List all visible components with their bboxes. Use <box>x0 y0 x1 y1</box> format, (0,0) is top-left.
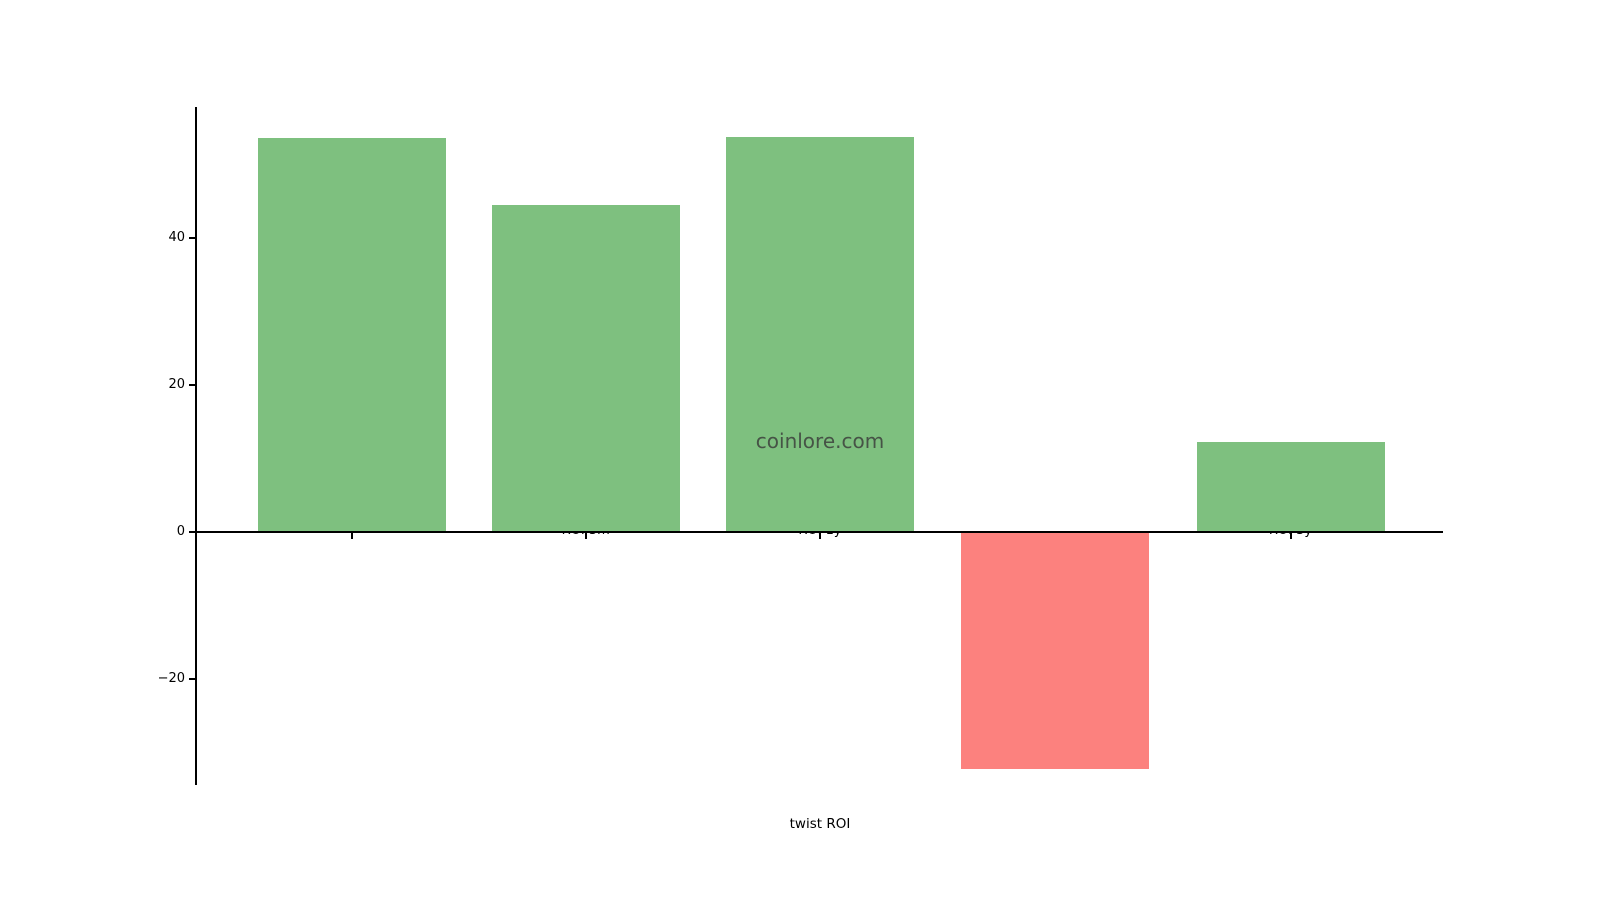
y-axis-spine <box>195 107 197 785</box>
roi-bar <box>726 136 914 532</box>
x-tick-mark <box>1289 533 1292 539</box>
roi-bar <box>491 204 680 532</box>
x-tick-mark <box>350 533 353 539</box>
roi-bar <box>960 533 1149 769</box>
roi-bar <box>257 138 446 532</box>
y-tick-label: −20 <box>157 671 185 686</box>
y-tick-mark <box>189 678 196 680</box>
y-tick-label: 40 <box>168 230 185 245</box>
y-tick-mark <box>189 237 196 239</box>
roi-bar <box>1196 441 1385 532</box>
y-tick-label: 0 <box>176 524 185 539</box>
y-tick-mark <box>189 531 196 533</box>
x-tick-mark <box>819 533 821 539</box>
y-tick-mark <box>189 384 196 386</box>
watermark-text: coinlore.com <box>755 429 885 453</box>
x-axis-title: twist ROI <box>789 816 851 832</box>
x-tick-mark <box>584 533 587 539</box>
x-axis-line <box>195 531 1443 533</box>
y-tick-label: 20 <box>168 377 185 392</box>
